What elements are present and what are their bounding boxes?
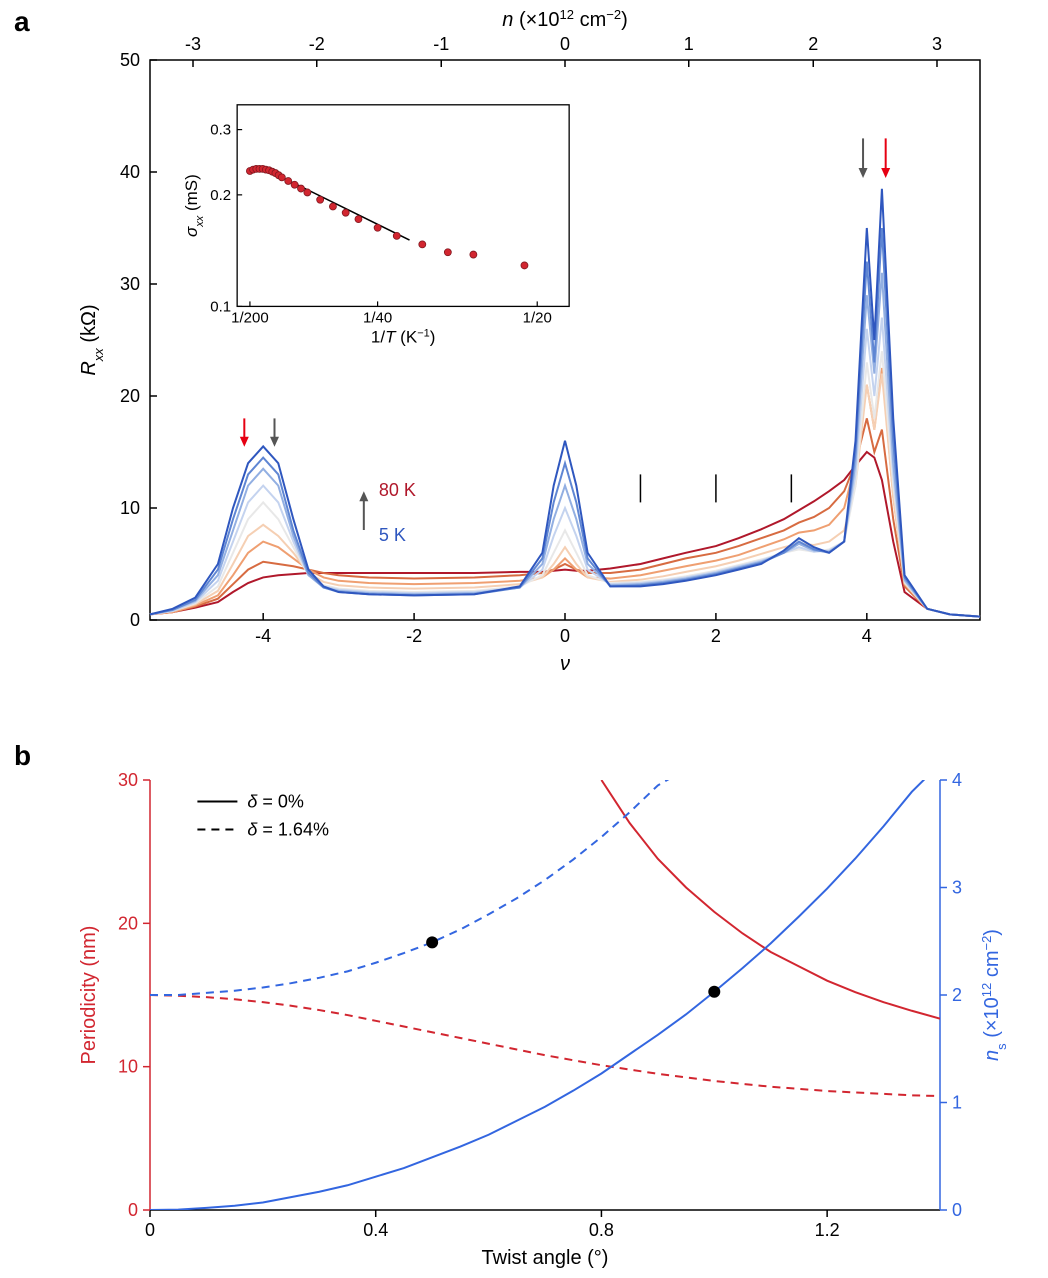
- svg-text:50: 50: [120, 50, 140, 70]
- svg-text:0.2: 0.2: [210, 187, 231, 204]
- svg-text:2: 2: [711, 626, 721, 646]
- svg-text:0: 0: [560, 34, 570, 54]
- svg-text:0: 0: [145, 1220, 155, 1240]
- svg-text:4: 4: [952, 770, 962, 790]
- svg-text:4: 4: [862, 626, 872, 646]
- svg-text:δ = 1.64%: δ = 1.64%: [247, 820, 329, 840]
- svg-text:1: 1: [952, 1093, 962, 1113]
- panel-a-svg: -4-2024ν-3-2-10123n (×1012 cm−2)01020304…: [0, 0, 1048, 740]
- svg-text:0.8: 0.8: [589, 1220, 614, 1240]
- svg-text:Twist angle (°): Twist angle (°): [482, 1247, 609, 1269]
- svg-text:0.4: 0.4: [363, 1220, 388, 1240]
- svg-text:30: 30: [118, 770, 138, 790]
- svg-text:-1: -1: [433, 34, 449, 54]
- svg-text:40: 40: [120, 162, 140, 182]
- svg-text:1.2: 1.2: [815, 1220, 840, 1240]
- svg-text:3: 3: [952, 878, 962, 898]
- svg-text:20: 20: [118, 913, 138, 933]
- svg-text:1/T (K−1): 1/T (K−1): [371, 327, 436, 346]
- svg-text:σxx (mS): σxx (mS): [182, 174, 206, 237]
- svg-text:0.3: 0.3: [210, 122, 231, 139]
- svg-text:30: 30: [120, 274, 140, 294]
- svg-text:-2: -2: [406, 626, 422, 646]
- svg-text:10: 10: [120, 498, 140, 518]
- svg-text:80 K: 80 K: [379, 480, 416, 500]
- figure-root: a -4-2024ν-3-2-10123n (×1012 cm−2)010203…: [0, 0, 1048, 1278]
- svg-text:0: 0: [952, 1200, 962, 1220]
- svg-text:1/40: 1/40: [363, 309, 392, 326]
- svg-text:0: 0: [128, 1200, 138, 1220]
- svg-text:-4: -4: [255, 626, 271, 646]
- svg-text:0.1: 0.1: [210, 298, 231, 315]
- svg-text:5 K: 5 K: [379, 525, 406, 545]
- svg-text:-2: -2: [309, 34, 325, 54]
- svg-text:1/200: 1/200: [231, 309, 269, 326]
- svg-text:n (×1012 cm−2): n (×1012 cm−2): [502, 7, 627, 32]
- svg-text:3: 3: [932, 34, 942, 54]
- svg-text:1/20: 1/20: [523, 309, 552, 326]
- panel-b-svg: 00.40.81.2Twist angle (°)0102030Periodic…: [0, 740, 1048, 1278]
- svg-text:2: 2: [952, 985, 962, 1005]
- svg-text:20: 20: [120, 386, 140, 406]
- svg-text:1: 1: [684, 34, 694, 54]
- svg-text:Periodicity (nm): Periodicity (nm): [78, 926, 100, 1065]
- svg-text:-3: -3: [185, 34, 201, 54]
- svg-text:ν: ν: [560, 653, 570, 675]
- svg-text:Rxx (kΩ): Rxx (kΩ): [78, 304, 106, 375]
- svg-text:10: 10: [118, 1057, 138, 1077]
- svg-text:ns (×1012 cm−2): ns (×1012 cm−2): [979, 929, 1009, 1061]
- svg-text:0: 0: [130, 610, 140, 630]
- svg-text:δ = 0%: δ = 0%: [247, 792, 304, 812]
- svg-text:2: 2: [808, 34, 818, 54]
- svg-text:0: 0: [560, 626, 570, 646]
